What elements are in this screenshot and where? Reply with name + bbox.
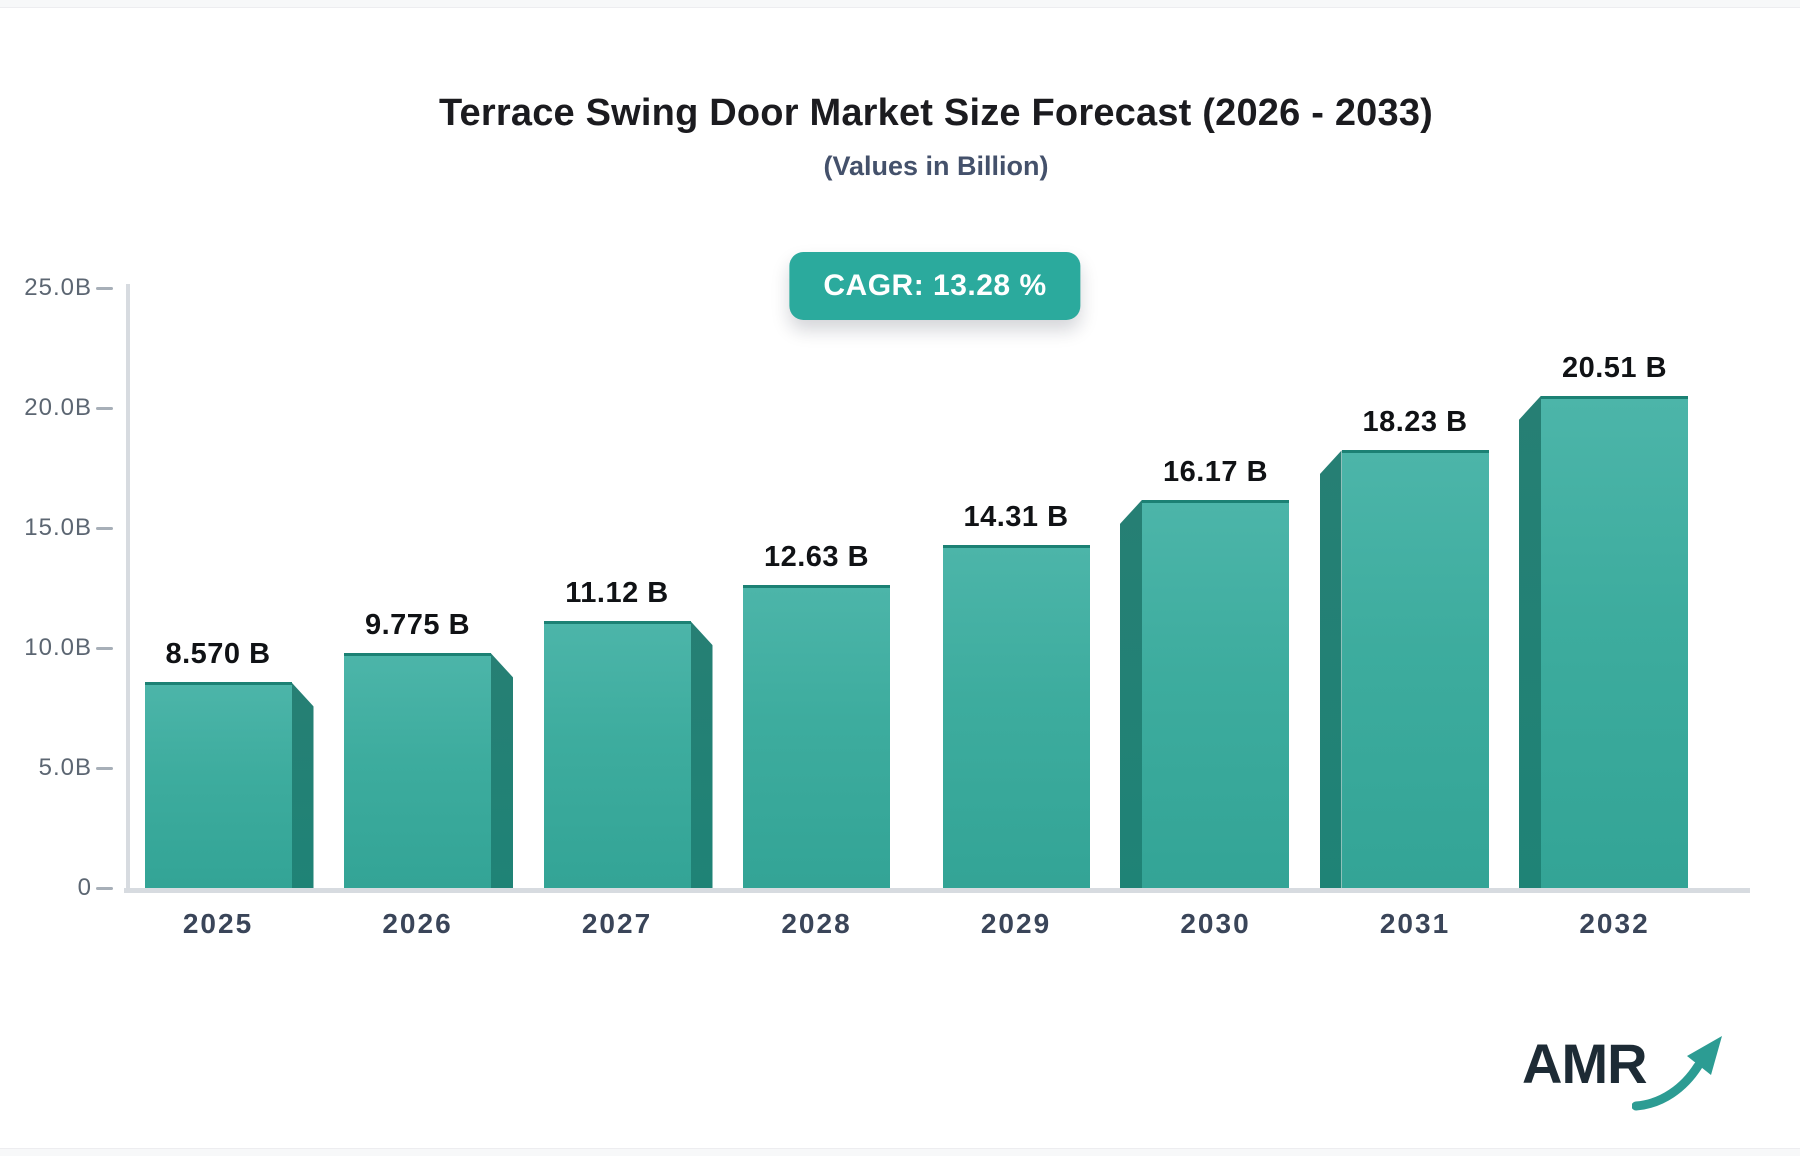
- trend-arrow-icon: [1632, 1036, 1722, 1111]
- y-tick-label: 25.0B: [24, 274, 92, 301]
- x-tick-label-2032: 2032: [1579, 908, 1650, 939]
- bar-value-label-2027: 11.12 B: [565, 577, 669, 610]
- y-tick-label: 15.0B: [24, 514, 92, 541]
- y-tick-mark: [96, 407, 113, 410]
- bar-value-label-2025: 8.570 B: [165, 638, 271, 671]
- top-edge-strip: [0, 0, 1800, 8]
- chart-header: Terrace Swing Door Market Size Forecast …: [126, 92, 1746, 182]
- bar-2026-side-face: [491, 653, 513, 888]
- bar-2025: [144, 682, 292, 888]
- x-tick-label-2031: 2031: [1379, 908, 1451, 939]
- bar-2030: [1142, 499, 1289, 888]
- bar-2032: [1541, 395, 1688, 888]
- cagr-badge: CAGR: 13.28 %: [789, 252, 1081, 320]
- bar-value-label-2031: 18.23 B: [1362, 406, 1468, 439]
- y-tick-mark: [96, 767, 113, 770]
- y-tick-label: 0: [77, 874, 92, 901]
- y-tick-mark: [96, 887, 113, 890]
- bar-2027: [543, 621, 691, 888]
- bar-value-label-2032: 20.51 B: [1561, 351, 1668, 384]
- bar-2031: [1341, 450, 1489, 888]
- bar-value-label-2028: 12.63 B: [763, 540, 870, 573]
- x-axis-line: [124, 888, 1750, 893]
- x-tick-label-2030: 2030: [1180, 908, 1251, 939]
- bar-2030-side-face: [1120, 499, 1142, 888]
- bottom-edge-strip: [0, 1148, 1800, 1156]
- amr-logo: AMR: [1522, 1034, 1722, 1118]
- x-tick-label-2025: 2025: [182, 908, 254, 939]
- y-tick-label: 5.0B: [38, 754, 92, 781]
- y-tick-mark: [96, 647, 113, 650]
- bar-2031-side-face: [1319, 450, 1342, 888]
- y-tick-label: 10.0B: [24, 634, 92, 661]
- page-subtitle: (Values in Billion): [823, 151, 1049, 181]
- bar-2026: [344, 653, 491, 888]
- bar-2025-side-face: [291, 682, 314, 888]
- x-tick-label-2029: 2029: [980, 908, 1052, 939]
- y-tick-mark: [96, 287, 113, 290]
- bar-value-label-2026: 9.775 B: [364, 609, 471, 642]
- x-tick-label-2026: 2026: [382, 908, 453, 939]
- y-axis-line: [126, 284, 130, 890]
- bar-value-label-2030: 16.17 B: [1162, 455, 1269, 488]
- x-tick-label-2027: 2027: [581, 908, 653, 939]
- amr-logo-text: AMR: [1522, 1032, 1648, 1095]
- bar-2028: [743, 584, 890, 888]
- bar-value-label-2029: 14.31 B: [963, 500, 1069, 533]
- bar-2029: [942, 544, 1090, 888]
- x-tick-label-2028: 2028: [781, 908, 852, 939]
- bar-2027-side-face: [690, 621, 713, 888]
- y-tick-label: 20.0B: [24, 394, 92, 421]
- bar-2032-side-face: [1519, 395, 1541, 888]
- page-title: Terrace Swing Door Market Size Forecast …: [438, 92, 1434, 134]
- y-tick-mark: [96, 527, 113, 530]
